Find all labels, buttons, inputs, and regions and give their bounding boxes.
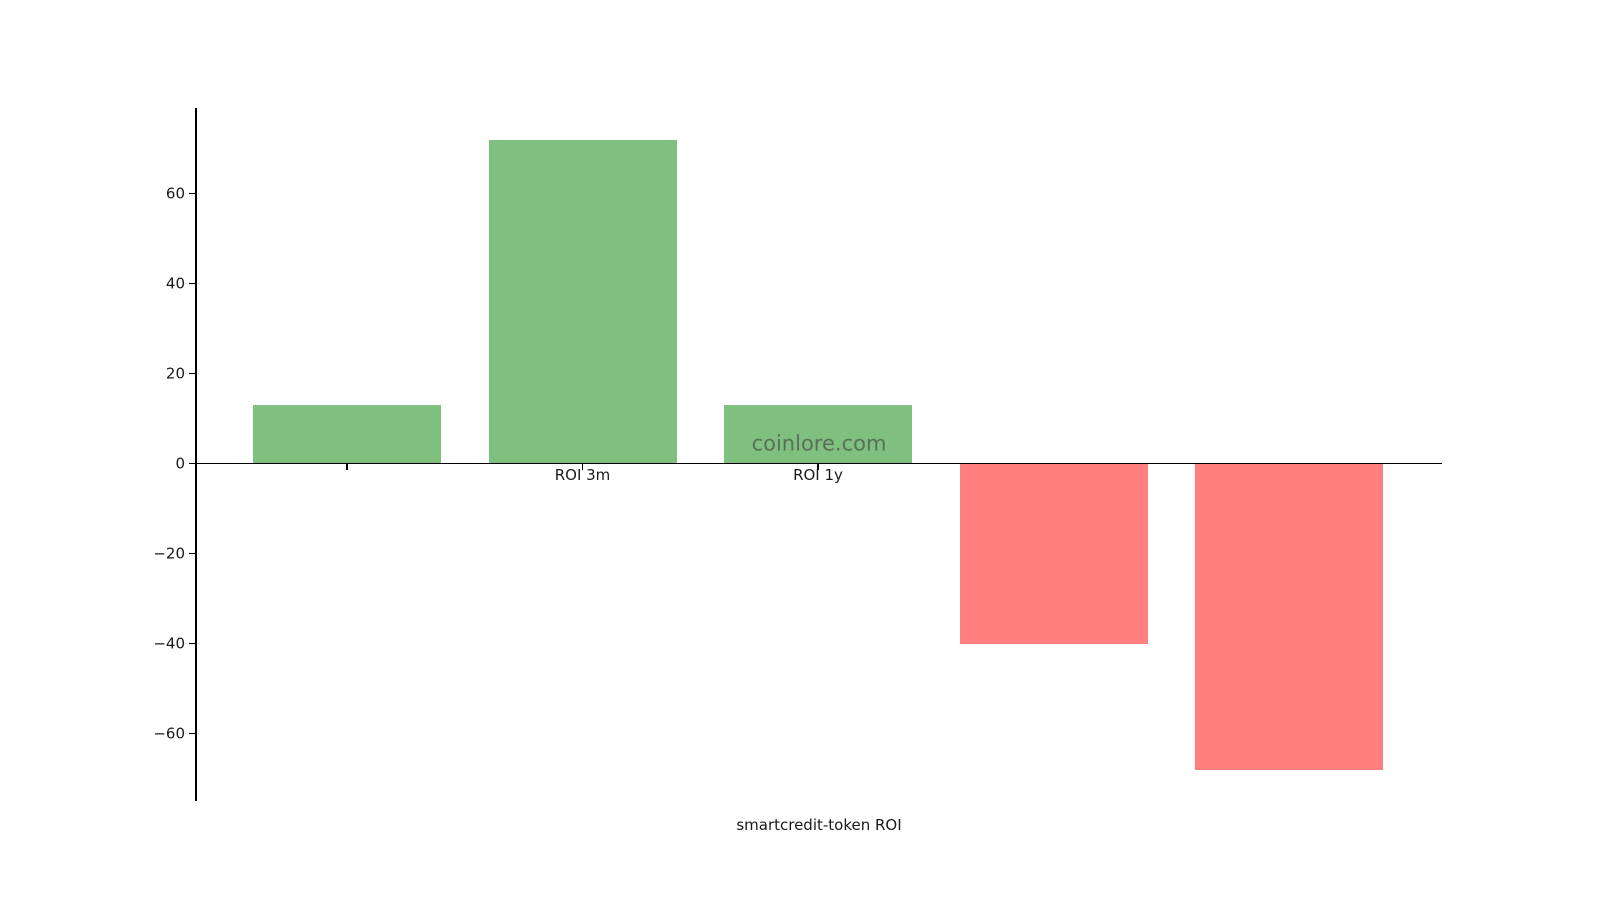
y-tick [189,732,195,735]
y-tick-label: 20 [165,364,185,382]
y-axis-spine [195,108,197,801]
y-tick [189,192,195,195]
bar [488,139,677,464]
y-tick-label: −40 [153,634,185,652]
y-tick-label: 60 [165,184,185,202]
x-tick-label: ROI 3m [554,465,611,484]
y-tick [189,372,195,375]
x-tick [346,463,348,470]
bar [959,463,1148,644]
y-tick [189,282,195,285]
y-tick [189,552,195,555]
x-tick [581,463,584,470]
x-tick [817,463,819,470]
y-tick [189,642,195,645]
watermark-text: coinlore.com [751,431,887,456]
x-tick-label: ROI 1y [793,465,843,484]
y-tick-label: −20 [153,544,185,562]
bar [253,405,441,464]
y-tick-label: 40 [165,274,185,292]
x-axis-title: smartcredit-token ROI [736,816,902,834]
y-tick-label: −60 [153,724,185,742]
y-tick [189,462,195,465]
x-axis-zero-line [195,462,1442,465]
bar [724,405,912,464]
y-tick-label: 0 [175,454,185,472]
bar [1195,463,1383,770]
